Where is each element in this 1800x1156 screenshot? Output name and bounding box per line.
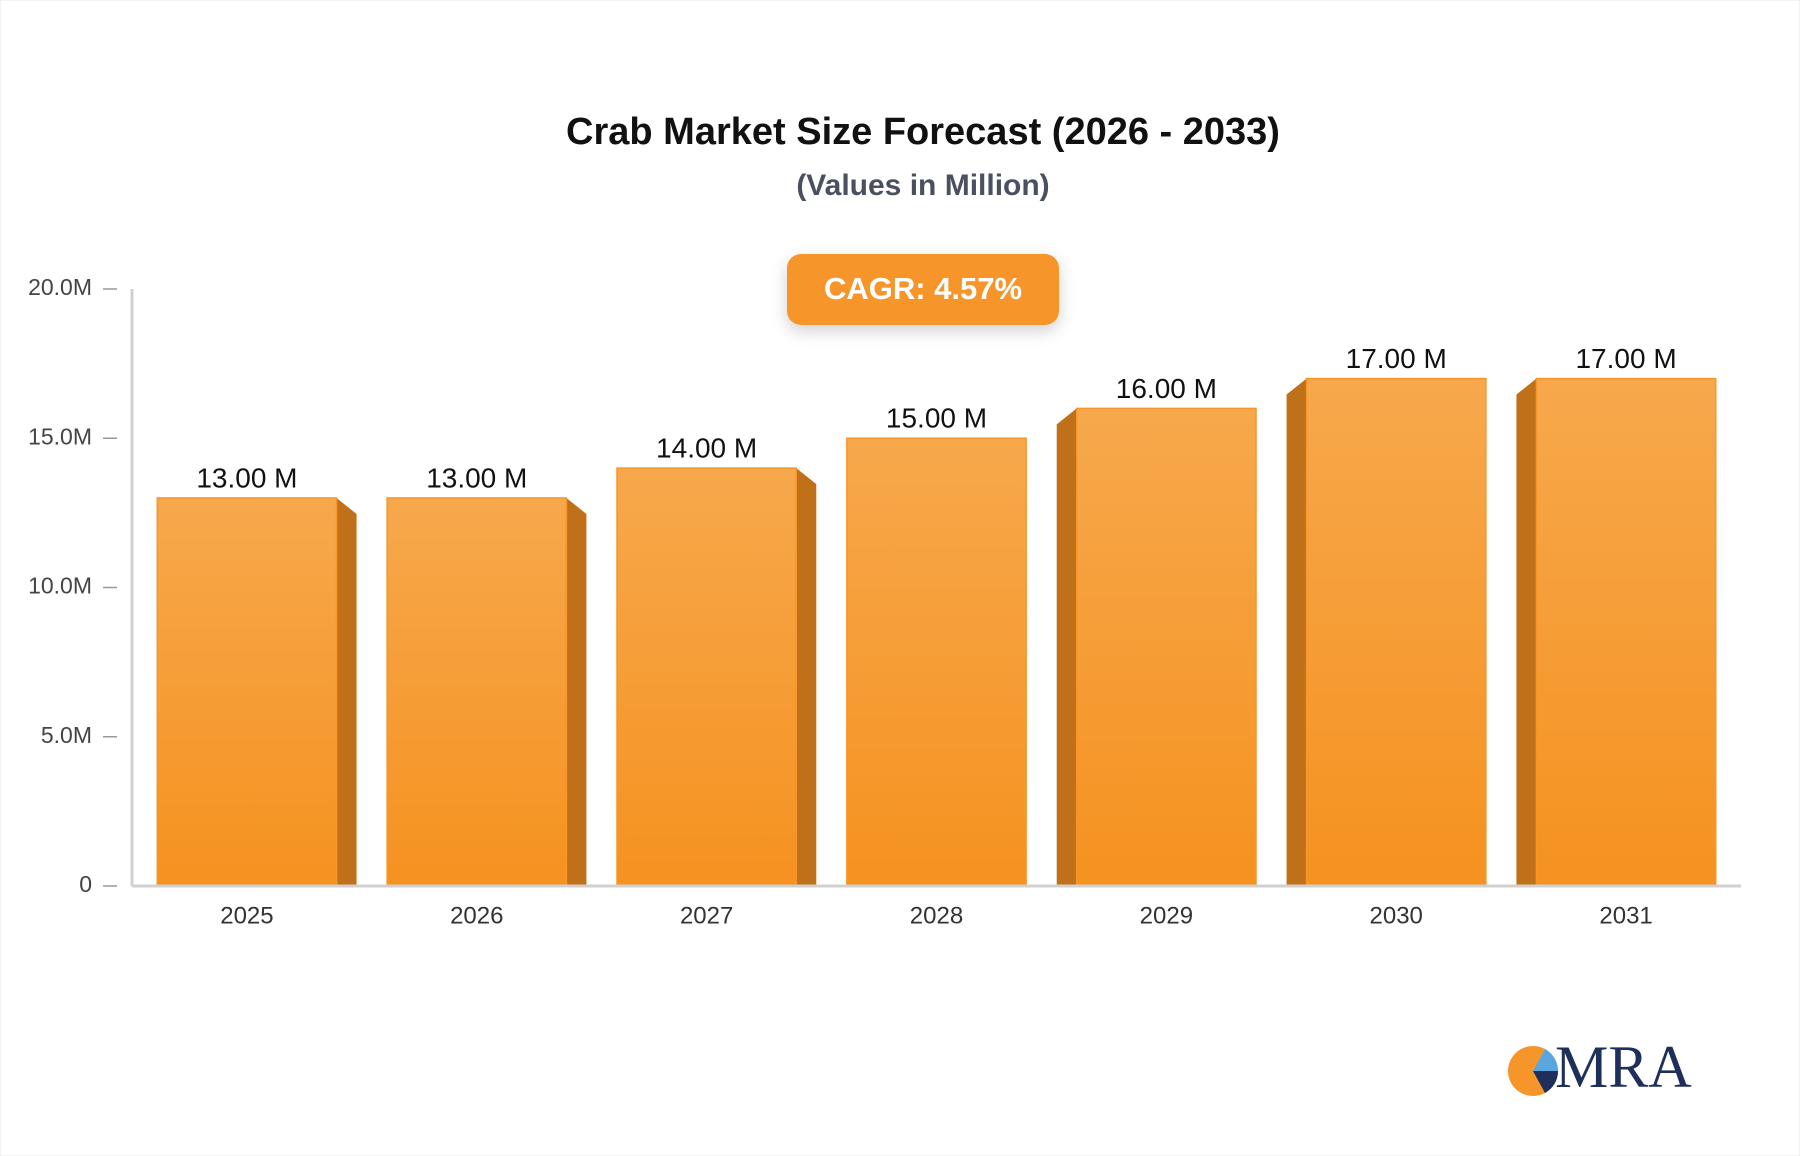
y-tick-label: 20.0M (28, 274, 92, 300)
value-label: 17.00 M (1346, 343, 1447, 374)
x-tick-label: 2029 (1140, 902, 1193, 929)
bar-side (1516, 378, 1537, 886)
bar (1535, 377, 1717, 887)
x-tick-label: 2027 (680, 902, 733, 929)
x-tick-label: 2031 (1599, 902, 1652, 929)
x-tick-label: 2025 (220, 902, 273, 929)
chart-subtitle: (Values in Million) (796, 169, 1049, 202)
bar-side (1056, 408, 1077, 886)
bar (156, 497, 338, 887)
cagr-label: CAGR: 4.57% (824, 271, 1022, 306)
y-tick-label: 10.0M (28, 573, 92, 599)
value-label: 16.00 M (1116, 373, 1217, 404)
bar (386, 497, 568, 887)
bar-side (1286, 378, 1307, 886)
logo-icon-slice (1533, 1049, 1559, 1071)
y-tick-label: 15.0M (28, 423, 92, 449)
plot-area: 0 5.0M 10.0M 15.0M 20.0M 2025 13.00 M 2026 13.00… (28, 274, 1741, 929)
value-label: 14.00 M (656, 432, 757, 463)
logo-text: MRA (1555, 1034, 1692, 1100)
bar-side (336, 497, 357, 886)
y-tick-label: 5.0M (41, 722, 92, 748)
x-tick-label: 2026 (450, 902, 503, 929)
value-label: 13.00 M (426, 462, 527, 493)
bar (1305, 377, 1487, 887)
bar-side (566, 497, 587, 886)
y-tick-label: 0 (79, 871, 92, 897)
cagr-badge (787, 254, 1059, 325)
chart-title: Crab Market Size Forecast (2026 - 2033) (566, 111, 1280, 153)
value-label: 15.00 M (886, 403, 987, 434)
bar-side (796, 468, 817, 886)
bar (846, 437, 1027, 887)
x-tick-label: 2030 (1370, 902, 1423, 929)
x-tick-label: 2028 (910, 902, 963, 929)
value-label: 17.00 M (1575, 343, 1676, 374)
logo: MRA (1508, 1034, 1692, 1100)
value-label: 13.00 M (196, 462, 297, 493)
logo-icon-slice (1533, 1071, 1559, 1093)
bar (1075, 407, 1257, 887)
bar (616, 467, 798, 887)
